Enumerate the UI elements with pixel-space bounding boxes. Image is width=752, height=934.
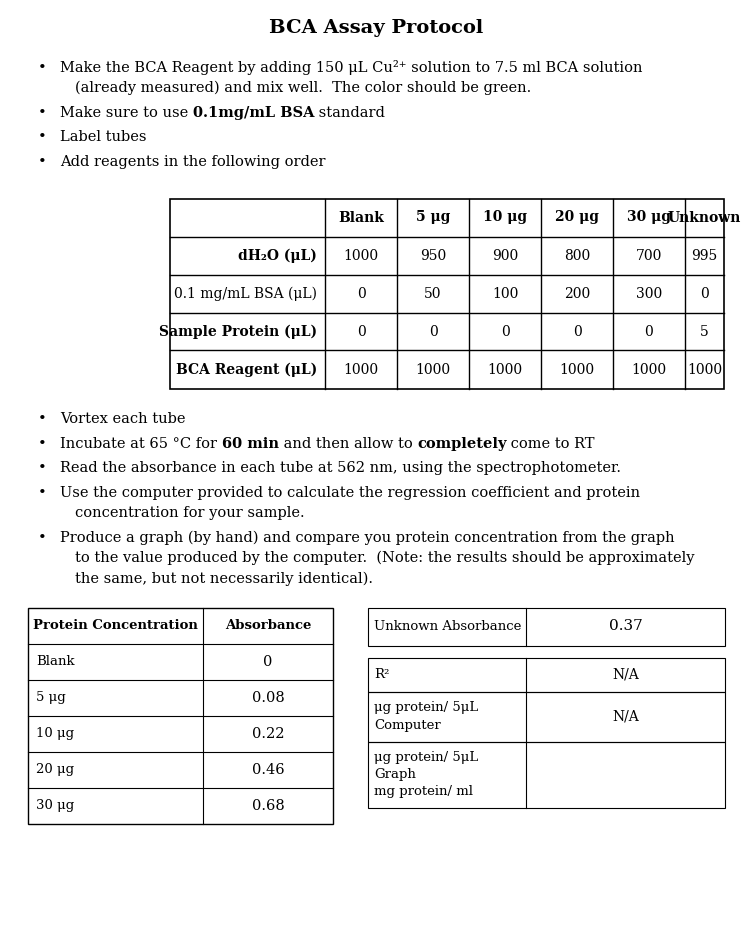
Text: 1000: 1000 bbox=[415, 362, 450, 376]
Text: 0: 0 bbox=[263, 655, 273, 669]
Text: 50: 50 bbox=[424, 287, 441, 301]
Bar bbox=[368, 742, 725, 808]
Text: •: • bbox=[38, 412, 47, 426]
Text: •: • bbox=[38, 437, 47, 451]
Text: the same, but not necessarily identical).: the same, but not necessarily identical)… bbox=[75, 572, 373, 586]
Text: 700: 700 bbox=[635, 248, 663, 262]
Bar bbox=[368, 607, 725, 645]
Bar bbox=[170, 199, 724, 389]
Text: 1000: 1000 bbox=[344, 248, 378, 262]
Text: Vortex each tube: Vortex each tube bbox=[60, 412, 186, 426]
Text: Absorbance: Absorbance bbox=[225, 619, 311, 632]
Text: 5: 5 bbox=[700, 324, 709, 338]
Text: Use the computer provided to calculate the regression coefficient and protein: Use the computer provided to calculate t… bbox=[60, 486, 640, 500]
Text: 0: 0 bbox=[356, 324, 365, 338]
Text: Unknown: Unknown bbox=[668, 210, 741, 224]
Text: •: • bbox=[38, 61, 47, 75]
Text: 30 μg: 30 μg bbox=[36, 799, 74, 812]
Text: Add reagents in the following order: Add reagents in the following order bbox=[60, 155, 326, 169]
Text: 1000: 1000 bbox=[632, 362, 666, 376]
Text: μg protein/ 5μL
Graph
mg protein/ ml: μg protein/ 5μL Graph mg protein/ ml bbox=[374, 751, 478, 798]
Text: 30 μg: 30 μg bbox=[627, 210, 671, 224]
Text: 1000: 1000 bbox=[487, 362, 523, 376]
Text: Unknown Absorbance: Unknown Absorbance bbox=[374, 620, 521, 633]
Text: 0: 0 bbox=[501, 324, 509, 338]
Text: •: • bbox=[38, 531, 47, 545]
Text: 995: 995 bbox=[691, 248, 717, 262]
Text: N/A: N/A bbox=[612, 668, 639, 682]
Text: 10 μg: 10 μg bbox=[483, 210, 527, 224]
Text: 1000: 1000 bbox=[687, 362, 722, 376]
Text: 800: 800 bbox=[564, 248, 590, 262]
Text: Blank: Blank bbox=[36, 655, 74, 668]
Text: 20 μg: 20 μg bbox=[555, 210, 599, 224]
Text: 0.68: 0.68 bbox=[252, 799, 284, 813]
Text: standard: standard bbox=[314, 106, 385, 120]
Text: concentration for your sample.: concentration for your sample. bbox=[75, 506, 305, 520]
Text: 0: 0 bbox=[356, 287, 365, 301]
Text: completely: completely bbox=[417, 437, 507, 451]
Text: 950: 950 bbox=[420, 248, 446, 262]
Text: 0.08: 0.08 bbox=[252, 690, 284, 704]
Text: Read the absorbance in each tube at 562 nm, using the spectrophotometer.: Read the absorbance in each tube at 562 … bbox=[60, 461, 621, 475]
Text: 10 μg: 10 μg bbox=[36, 727, 74, 740]
Text: 20 μg: 20 μg bbox=[36, 763, 74, 776]
Text: dH₂O (μL): dH₂O (μL) bbox=[238, 248, 317, 262]
Text: 0: 0 bbox=[429, 324, 438, 338]
Text: (already measured) and mix well.  The color should be green.: (already measured) and mix well. The col… bbox=[75, 81, 531, 95]
Text: Sample Protein (μL): Sample Protein (μL) bbox=[159, 324, 317, 339]
Text: 0: 0 bbox=[644, 324, 653, 338]
Text: •: • bbox=[38, 106, 47, 120]
Text: 0.37: 0.37 bbox=[608, 619, 642, 633]
Text: 1000: 1000 bbox=[559, 362, 595, 376]
Text: 0.1mg/mL BSA: 0.1mg/mL BSA bbox=[193, 106, 314, 120]
Text: μg protein/ 5μL
Computer: μg protein/ 5μL Computer bbox=[374, 701, 478, 731]
Text: Make the BCA Reagent by adding 150 μL Cu²⁺ solution to 7.5 ml BCA solution: Make the BCA Reagent by adding 150 μL Cu… bbox=[60, 61, 642, 76]
Text: 0: 0 bbox=[700, 287, 709, 301]
Text: 300: 300 bbox=[636, 287, 662, 301]
Text: Protein Concentration: Protein Concentration bbox=[33, 619, 198, 632]
Text: 900: 900 bbox=[492, 248, 518, 262]
Text: come to RT: come to RT bbox=[507, 437, 595, 451]
Bar bbox=[368, 658, 725, 691]
Text: BCA Reagent (μL): BCA Reagent (μL) bbox=[176, 362, 317, 376]
Text: Label tubes: Label tubes bbox=[60, 130, 147, 144]
Text: 100: 100 bbox=[492, 287, 518, 301]
Text: Incubate at 65 °C for: Incubate at 65 °C for bbox=[60, 437, 222, 451]
Text: 0.46: 0.46 bbox=[252, 762, 284, 776]
Text: 5 μg: 5 μg bbox=[36, 691, 65, 704]
Text: and then allow to: and then allow to bbox=[279, 437, 417, 451]
Text: 60 min: 60 min bbox=[222, 437, 279, 451]
Bar bbox=[28, 607, 333, 824]
Text: to the value produced by the computer.  (Note: the results should be approximate: to the value produced by the computer. (… bbox=[75, 551, 695, 565]
Text: 1000: 1000 bbox=[344, 362, 378, 376]
Bar bbox=[368, 691, 725, 742]
Text: •: • bbox=[38, 461, 47, 475]
Text: Produce a graph (by hand) and compare you protein concentration from the graph: Produce a graph (by hand) and compare yo… bbox=[60, 531, 675, 545]
Text: 0.1 mg/mL BSA (μL): 0.1 mg/mL BSA (μL) bbox=[174, 287, 317, 301]
Text: BCA Assay Protocol: BCA Assay Protocol bbox=[269, 19, 483, 37]
Text: Make sure to use: Make sure to use bbox=[60, 106, 193, 120]
Text: Blank: Blank bbox=[338, 210, 384, 224]
Text: 200: 200 bbox=[564, 287, 590, 301]
Text: N/A: N/A bbox=[612, 710, 639, 724]
Text: •: • bbox=[38, 155, 47, 169]
Text: 5 μg: 5 μg bbox=[416, 210, 450, 224]
Text: •: • bbox=[38, 486, 47, 500]
Text: 0.22: 0.22 bbox=[252, 727, 284, 741]
Text: •: • bbox=[38, 130, 47, 144]
Text: 0: 0 bbox=[572, 324, 581, 338]
Text: R²: R² bbox=[374, 668, 390, 681]
